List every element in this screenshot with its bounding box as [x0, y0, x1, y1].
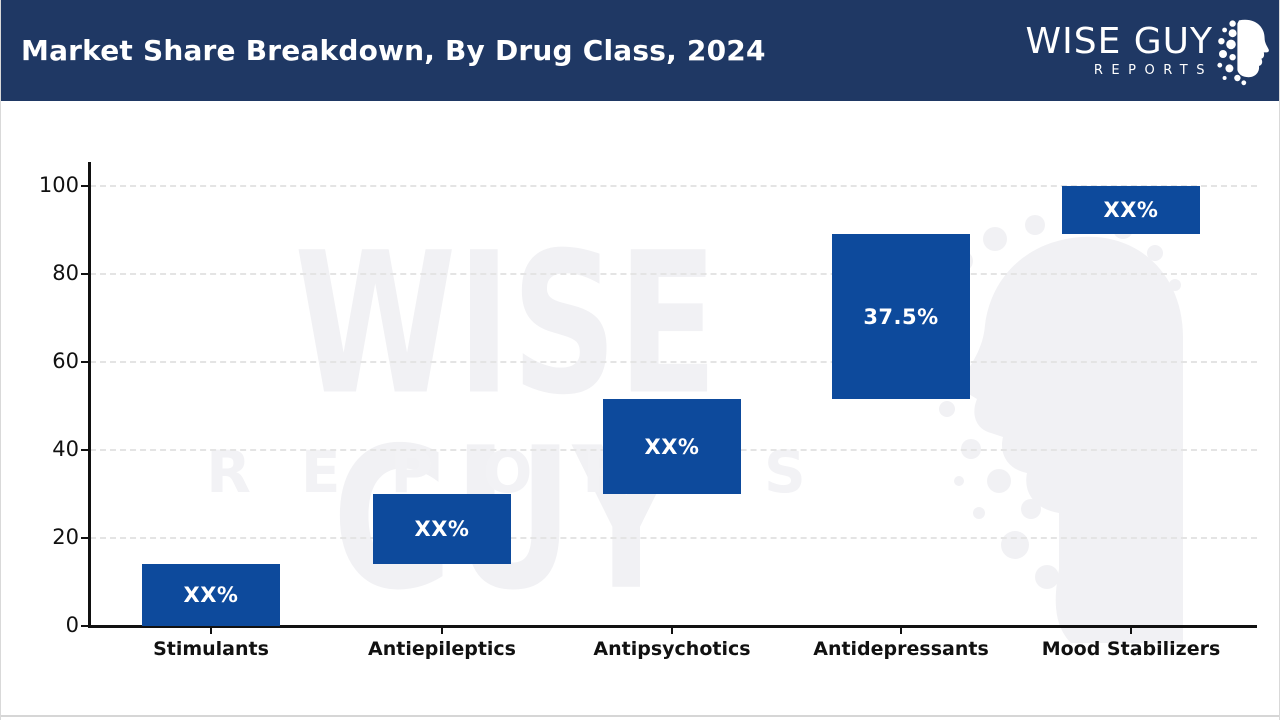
category-label-0: Stimulants: [153, 638, 269, 660]
x-tick-3: [900, 627, 902, 634]
x-tick-0: [210, 627, 212, 634]
chart-title: Market Share Breakdown, By Drug Class, 2…: [21, 34, 766, 67]
category-label-3: Antidepressants: [813, 638, 989, 660]
bottom-divider: [1, 715, 1279, 717]
bar-value-label: 37.5%: [863, 304, 939, 329]
bar-value-label: XX%: [183, 583, 239, 608]
wiseguy-logo: WISE GUY REPORTS: [1026, 6, 1272, 94]
bar-antiepileptics: XX%: [373, 494, 511, 565]
bar-mood-stabilizers: XX%: [1062, 186, 1200, 235]
y-tick-100: [81, 185, 89, 187]
wiseguy-face-icon: [1217, 19, 1269, 86]
watermark-subtitle: REPORTS: [206, 438, 856, 506]
y-tick-20: [81, 537, 89, 539]
y-tick-60: [81, 361, 89, 363]
y-tick-label-80: 80: [52, 261, 79, 285]
category-label-4: Mood Stabilizers: [1041, 638, 1221, 660]
y-axis-line: [88, 162, 91, 627]
y-tick-40: [81, 449, 89, 451]
y-tick-80: [81, 273, 89, 275]
y-tick-label-20: 20: [52, 525, 79, 549]
y-tick-label-100: 100: [38, 173, 79, 197]
logo-text: WISE GUY REPORTS: [1025, 20, 1214, 78]
bar-antidepressants: 37.5%: [832, 234, 970, 400]
gridline-80: [90, 273, 1257, 275]
header-bar: Market Share Breakdown, By Drug Class, 2…: [1, 0, 1279, 101]
logo-subtitle: REPORTS: [1093, 62, 1213, 78]
bar-value-label: XX%: [1103, 198, 1159, 223]
x-axis-line: [88, 625, 1257, 628]
x-tick-4: [1130, 627, 1132, 634]
gridline-20: [90, 537, 1257, 539]
y-tick-label-60: 60: [52, 349, 79, 373]
bar-antipsychotics: XX%: [603, 399, 741, 494]
category-label-1: Antiepileptics: [368, 638, 516, 660]
x-tick-2: [671, 627, 673, 634]
bar-value-label: XX%: [644, 434, 700, 459]
x-tick-1: [441, 627, 443, 634]
gridline-60: [90, 361, 1257, 363]
bar-stimulants: XX%: [142, 564, 280, 626]
y-tick-0: [81, 625, 89, 627]
y-tick-label-0: 0: [65, 613, 79, 637]
bar-value-label: XX%: [414, 517, 470, 542]
logo-wordmark: WISE GUY: [1025, 20, 1213, 62]
category-label-2: Antipsychotics: [593, 638, 751, 660]
gridline-100: [90, 185, 1257, 187]
y-tick-label-40: 40: [52, 437, 79, 461]
watermark-face-icon: [937, 213, 1183, 644]
